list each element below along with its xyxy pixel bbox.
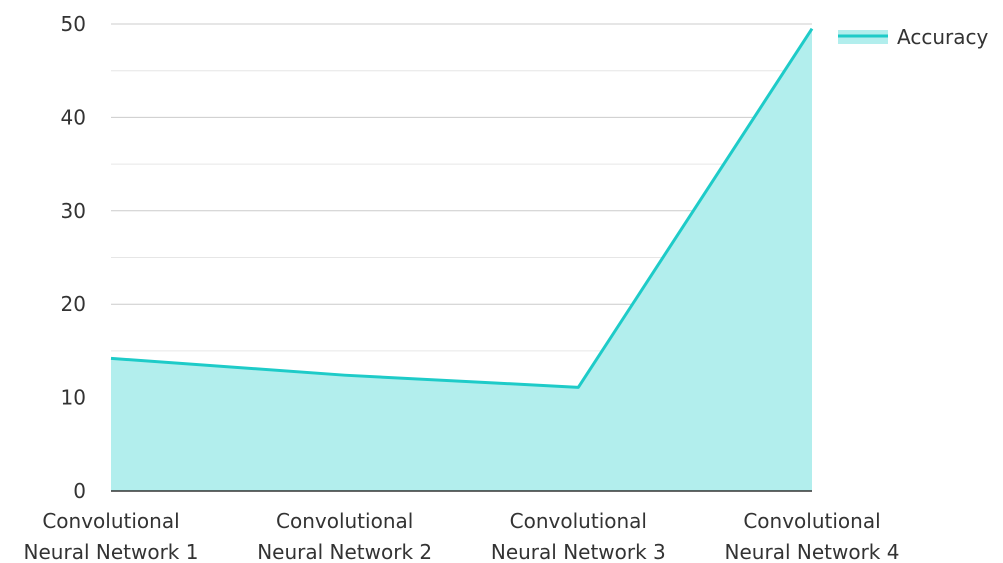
x-tick-label: Convolutional Neural Network 1 xyxy=(24,509,199,563)
x-tick-label-line: Neural Network 1 xyxy=(24,540,199,563)
series-area-group xyxy=(110,27,814,491)
y-tick-label: 20 xyxy=(61,292,86,316)
x-tick-label-line: Convolutional xyxy=(510,509,647,533)
legend: Accuracy xyxy=(838,25,988,49)
x-tick-label: Convolutional Neural Network 4 xyxy=(725,509,900,563)
series-area-fill xyxy=(111,28,812,491)
y-tick-label: 0 xyxy=(73,479,86,503)
x-axis-tick-labels: Convolutional Neural Network 1Convolution… xyxy=(24,509,900,563)
x-tick-label-line: Convolutional xyxy=(276,509,413,533)
x-tick-label-line: Neural Network 2 xyxy=(257,540,432,563)
y-tick-label: 40 xyxy=(61,105,86,129)
y-tick-label: 50 xyxy=(61,12,86,36)
x-tick-label-line: Neural Network 3 xyxy=(491,540,666,563)
y-axis-tick-labels: 0 10 20 30 40 50 xyxy=(61,12,86,503)
x-tick-label: Convolutional Neural Network 2 xyxy=(257,509,432,563)
x-tick-label-line: Neural Network 4 xyxy=(725,540,900,563)
y-tick-label: 10 xyxy=(61,386,86,410)
y-tick-label: 30 xyxy=(61,199,86,223)
x-tick-label-line: Convolutional xyxy=(743,509,880,533)
x-tick-label-line: Convolutional xyxy=(42,509,179,533)
x-tick-label: Convolutional Neural Network 3 xyxy=(491,509,666,563)
series-line xyxy=(110,27,814,389)
legend-label: Accuracy xyxy=(897,25,988,49)
